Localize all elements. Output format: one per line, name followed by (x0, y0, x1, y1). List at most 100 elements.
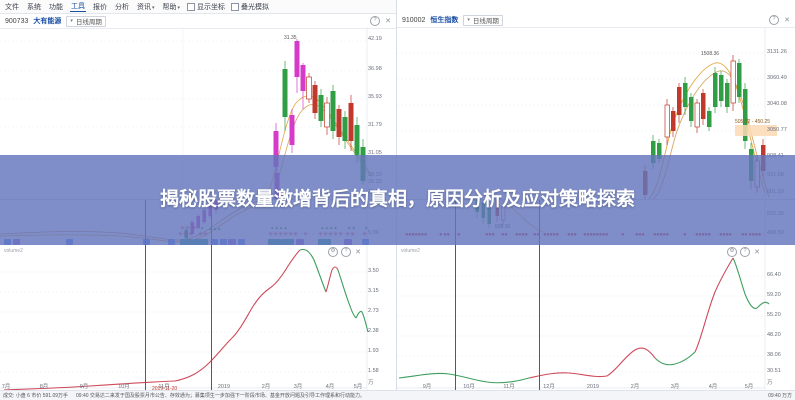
period-select-value: 日线周期 (75, 19, 102, 26)
menu-help[interactable]: 帮助▾ (162, 2, 182, 12)
status-center: 09:40 交易达二来发于国及股票月市公告、存效通为；募集项生一步加强下一阶段市… (76, 393, 365, 399)
status-bar: 成交: 小盘 6 市价 591.09万手 09:40 交易达二来发于国及股票月市… (0, 390, 795, 400)
main-toolbar[interactable]: 文件 系统 功能 工具 报价 分析 资讯▾ 帮助▾ 显示坐标 叠光模拟 (0, 0, 396, 14)
symbol-header-top-left: 900733 大有能源 ▾ 日线周期 ? ✕ (0, 14, 396, 29)
y-tick: 万 (368, 380, 374, 386)
period-select[interactable]: ▾ 日线周期 (66, 15, 106, 27)
y-tick: 3.50 (368, 268, 379, 274)
menu-tools[interactable]: 工具 (70, 3, 86, 12)
y-tick: 55.20 (767, 312, 781, 318)
panel-header-actions: ? ✕ (769, 15, 791, 25)
menu-news[interactable]: 资讯▾ (136, 2, 156, 12)
x-tick: 9月 (79, 384, 89, 390)
checkbox-overlay-sim[interactable]: 叠光模拟 (231, 2, 269, 12)
chevron-down-icon: ▾ (70, 18, 73, 24)
menu-analysis[interactable]: 分析 (115, 3, 129, 11)
x-tick: 4月 (325, 384, 335, 390)
help-icon[interactable]: ? (341, 247, 351, 257)
menu-news-label: 资讯 (137, 3, 151, 11)
help-icon[interactable]: ? (370, 16, 380, 26)
symbol-name: 恒生指数 (430, 17, 459, 24)
chevron-down-icon: ▾ (152, 4, 155, 11)
checkbox-show-coordinates-label: 显示坐标 (197, 3, 226, 11)
x-axis-bottom-right: 9月 10月 11月 12月 2019 2月 3月 4月 5月 (397, 380, 765, 390)
y-tick: 1.58 (368, 368, 379, 374)
x-tick: 8月 (39, 384, 49, 390)
checkbox-show-coordinates[interactable]: 显示坐标 (187, 2, 225, 12)
indicator-watermark: volume2 (4, 248, 23, 254)
x-tick: 2月 (630, 384, 640, 390)
y-tick: 36.98 (368, 66, 382, 72)
settings-icon[interactable]: ⚙ (328, 247, 338, 257)
x-tick: 5月 (353, 384, 363, 390)
y-tick: 48.20 (767, 332, 781, 338)
y-tick: 1.93 (368, 348, 379, 354)
y-tick: 2.73 (368, 308, 379, 314)
x-tick: 3月 (670, 384, 680, 390)
status-left: 成交: 小盘 6 市价 591.09万手 (3, 393, 69, 399)
x-tick: 2019 (217, 384, 231, 390)
help-icon[interactable]: ? (740, 247, 750, 257)
y-tick: 31.79 (368, 122, 382, 128)
y-tick: 31.05 (368, 150, 382, 156)
indicator-watermark: volume2 (401, 248, 420, 254)
x-tick: 11月 (158, 384, 170, 390)
period-select[interactable]: ▾ 日线周期 (463, 14, 503, 26)
y-tick: 万 (767, 380, 773, 386)
indicator-actions-bottom-right: ⚙ ? ✕ (727, 247, 761, 257)
x-tick: 9月 (422, 384, 432, 390)
chevron-down-icon: ▾ (467, 17, 470, 23)
x-tick: 12月 (543, 384, 555, 390)
menu-function[interactable]: 功能 (49, 3, 63, 11)
x-tick: 10月 (463, 384, 475, 390)
panel-header-actions: ? ✕ (370, 16, 392, 26)
y-tick: 38.06 (767, 352, 781, 358)
y-tick: 2.38 (368, 328, 379, 334)
indicator-actions-bottom-left: ⚙ ? ✕ (328, 247, 362, 257)
close-icon[interactable]: ✕ (784, 16, 790, 24)
article-headline: 揭秘股票数量激增背后的真相，原因分析及应对策略探索 (159, 188, 635, 211)
x-tick: 11月 (503, 384, 515, 390)
x-tick: 2月 (261, 384, 271, 390)
period-select-value: 日线周期 (472, 18, 499, 25)
checkbox-overlay-sim-label: 叠光模拟 (241, 3, 270, 11)
close-icon[interactable]: ✕ (754, 248, 760, 256)
band-price-label: 505.12 - 450.25 (735, 119, 771, 125)
x-tick: 7月 (1, 384, 11, 390)
help-icon[interactable]: ? (769, 15, 779, 25)
y-tick: 3060.49 (767, 75, 787, 81)
menu-quotes[interactable]: 报价 (93, 3, 107, 11)
symbol-header-top-right: 910002 恒生指数 ▾ 日线周期 ? ✕ (397, 13, 795, 28)
x-tick: 5月 (744, 384, 754, 390)
menu-help-label: 帮助 (162, 3, 177, 11)
price-highlight-band (735, 125, 777, 136)
selection-date-label: 2019-11-20 (152, 386, 178, 392)
price-annotation-top-right: 1508.36 (701, 51, 720, 57)
symbol-code: 900733 (5, 17, 29, 25)
y-tick: 3131.26 (767, 49, 787, 55)
y-tick: 66.40 (767, 272, 781, 278)
settings-icon[interactable]: ⚙ (727, 247, 737, 257)
y-tick: 59.20 (767, 292, 781, 298)
y-tick: 3040.08 (767, 101, 787, 107)
y-tick: 3050.77 (767, 127, 787, 133)
article-banner-overlay: 揭秘股票数量激增背后的真相，原因分析及应对策略探索 (0, 155, 795, 245)
checkbox-box-icon (187, 2, 196, 11)
x-tick: 10月 (118, 384, 130, 390)
close-icon[interactable]: ✕ (385, 17, 391, 25)
y-tick: 35.93 (368, 94, 382, 100)
symbol-name: 大有能源 (33, 18, 62, 25)
x-axis-bottom-left: 7月 8月 9月 10月 11月 2019 2月 3月 4月 5月 (0, 380, 366, 390)
menu-file[interactable]: 文件 (5, 3, 19, 11)
x-tick: 3月 (293, 384, 303, 390)
y-tick: 30.51 (767, 368, 781, 374)
y-tick: 3.15 (368, 288, 379, 294)
close-icon[interactable]: ✕ (355, 248, 361, 256)
status-right: 09:40 万方 (768, 393, 792, 399)
y-tick: 42.19 (368, 36, 382, 42)
menu-system[interactable]: 系统 (27, 3, 41, 11)
price-annotation-top-left: 31.35 (284, 35, 297, 41)
x-tick: 2019 (586, 384, 600, 390)
chevron-down-icon: ▾ (177, 4, 181, 11)
checkbox-box-icon (231, 2, 240, 11)
